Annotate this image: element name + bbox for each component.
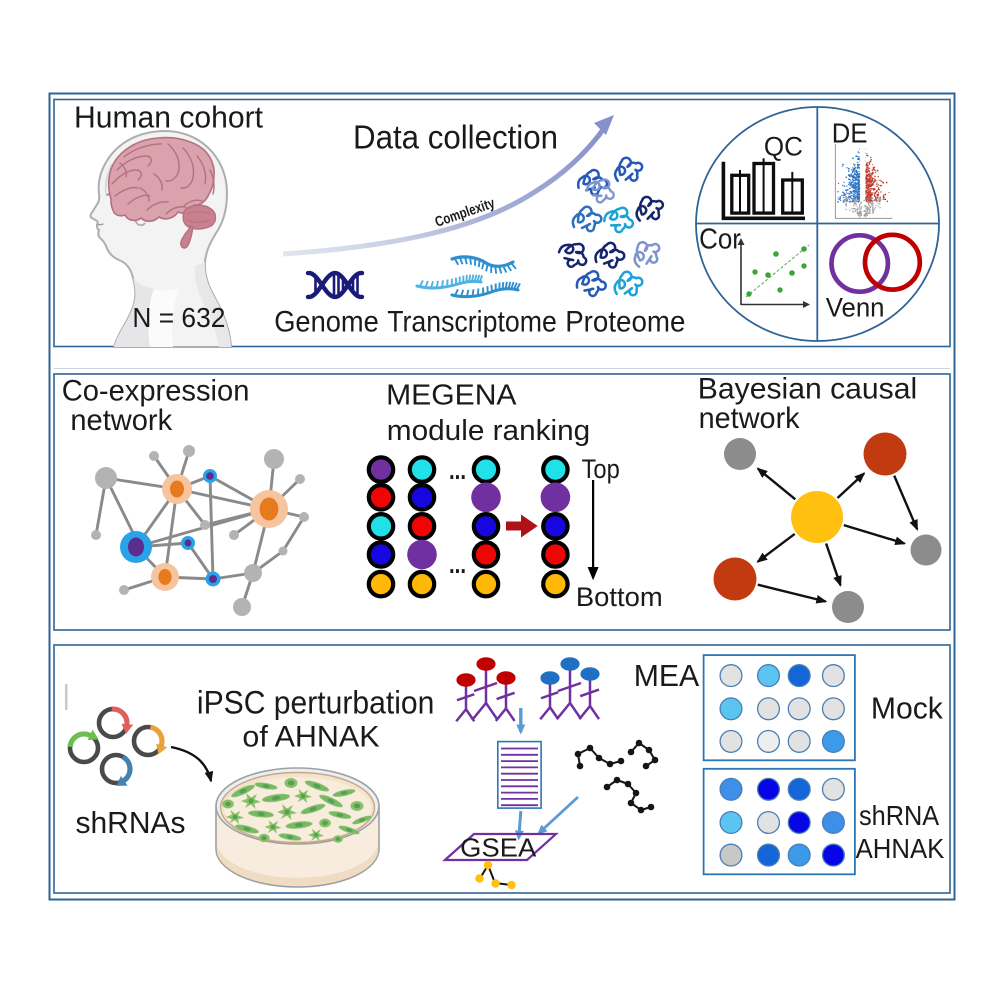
svg-text:DE: DE [832,118,868,149]
svg-text:...: ... [449,455,466,485]
svg-text:shRNA: shRNA [859,800,939,831]
svg-text:Venn: Venn [826,292,885,322]
svg-text:of AHNAK: of AHNAK [242,721,379,754]
svg-text:Co-expression: Co-expression [62,375,250,408]
svg-text:GSEA: GSEA [460,833,537,863]
svg-text:Bayesian causal: Bayesian causal [698,373,917,406]
svg-text:Proteome: Proteome [565,306,685,339]
svg-text:MEA: MEA [634,658,700,693]
svg-text:network: network [70,404,173,437]
svg-text:...: ... [449,549,466,579]
svg-text:Bottom: Bottom [576,582,663,612]
svg-text:shRNAs: shRNAs [76,805,186,840]
svg-text:Cor: Cor [699,223,741,255]
svg-text:network: network [699,402,801,435]
svg-text:iPSC perturbation: iPSC perturbation [197,685,435,721]
svg-text:Mock: Mock [871,690,943,725]
svg-text:Data collection: Data collection [353,119,558,156]
svg-text:N = 632: N = 632 [132,302,225,333]
svg-text:MEGENA: MEGENA [386,379,517,411]
svg-text:Genome: Genome [274,306,379,339]
svg-text:AHNAK: AHNAK [856,833,945,864]
svg-text:Top: Top [582,454,620,484]
svg-text:Human cohort: Human cohort [74,100,263,135]
svg-text:Transcriptome: Transcriptome [387,306,557,339]
svg-text:module ranking: module ranking [387,415,590,447]
svg-text:QC: QC [764,132,803,162]
